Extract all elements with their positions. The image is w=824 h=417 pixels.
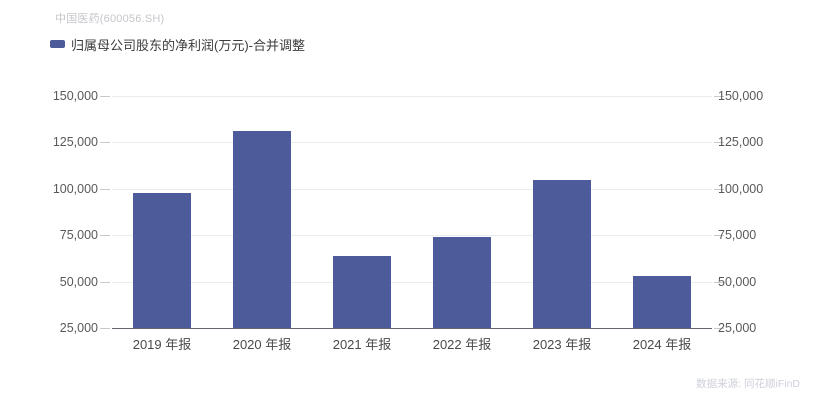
x-axis-label-2024年报: 2024 年报 xyxy=(632,337,692,352)
axis-tick-right xyxy=(714,282,724,283)
chart-title: 中国医药(600056.SH) xyxy=(55,13,165,25)
x-axis-label-2021年报: 2021 年报 xyxy=(332,337,392,352)
plot-area xyxy=(100,96,724,329)
x-axis-label-2023年报: 2023 年报 xyxy=(532,337,592,352)
y-axis-label-left: 125,000 xyxy=(52,135,98,149)
axis-tick-left xyxy=(100,328,110,329)
x-axis-baseline xyxy=(112,328,712,329)
y-axis-label-left: 25,000 xyxy=(59,321,98,335)
gridline xyxy=(112,96,712,97)
data-source-label: 数据来源: 同花顺iFinD xyxy=(696,378,800,390)
axis-tick-right xyxy=(714,189,724,190)
axis-tick-right xyxy=(714,142,724,143)
y-axis-label-right: 50,000 xyxy=(718,275,757,289)
axis-tick-left xyxy=(100,142,110,143)
y-axis-label-right: 25,000 xyxy=(718,321,757,335)
gridline xyxy=(112,282,712,283)
x-axis-label-2019年报: 2019 年报 xyxy=(132,337,192,352)
y-axis-label-right: 100,000 xyxy=(718,182,764,196)
axis-tick-left xyxy=(100,235,110,236)
bar-2020年报[interactable] xyxy=(233,131,291,328)
y-axis-label-left: 75,000 xyxy=(59,228,98,242)
bar-2021年报[interactable] xyxy=(333,256,391,328)
y-axis-label-left: 50,000 xyxy=(59,275,98,289)
y-axis-label-right: 75,000 xyxy=(718,228,757,242)
x-axis-label-2020年报: 2020 年报 xyxy=(232,337,292,352)
y-axis-label-left: 150,000 xyxy=(52,89,98,103)
gridline xyxy=(112,189,712,190)
bar-2023年报[interactable] xyxy=(533,180,591,328)
axis-tick-right xyxy=(714,235,724,236)
bar-2019年报[interactable] xyxy=(133,193,191,328)
bar-2022年报[interactable] xyxy=(433,237,491,328)
y-axis-label-right: 125,000 xyxy=(718,135,764,149)
axis-tick-left xyxy=(100,96,110,97)
bar-2024年报[interactable] xyxy=(633,276,691,328)
axis-tick-left xyxy=(100,189,110,190)
axis-tick-left xyxy=(100,282,110,283)
legend-item-net-profit[interactable]: 归属母公司股东的净利润(万元)-合并调整 xyxy=(50,36,305,53)
axis-tick-right xyxy=(714,328,724,329)
x-axis-label-2022年报: 2022 年报 xyxy=(432,337,492,352)
y-axis-label-left: 100,000 xyxy=(52,182,98,196)
y-axis-label-right: 150,000 xyxy=(718,89,764,103)
axis-tick-right xyxy=(714,96,724,97)
legend-label: 归属母公司股东的净利润(万元)-合并调整 xyxy=(71,37,305,53)
legend-marker-icon xyxy=(50,40,65,48)
gridline xyxy=(112,142,712,143)
gridline xyxy=(112,235,712,236)
